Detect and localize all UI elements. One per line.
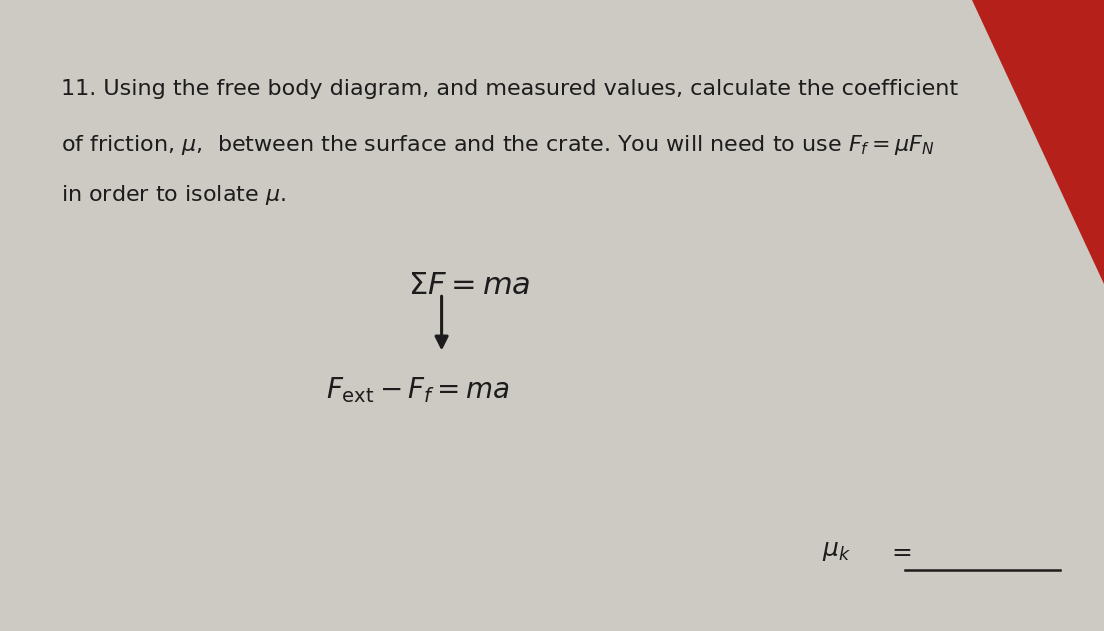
Text: of friction, $\mu$,  between the surface and the crate. You will need to use $F_: of friction, $\mu$, between the surface …: [61, 133, 934, 156]
Text: 11. Using the free body diagram, and measured values, calculate the coefficient: 11. Using the free body diagram, and mea…: [61, 79, 958, 99]
Polygon shape: [972, 0, 1104, 284]
Text: $\mu_k$: $\mu_k$: [822, 539, 851, 563]
Text: $=$: $=$: [887, 539, 912, 563]
Text: $F_{\mathrm{ext}} - F_f = ma$: $F_{\mathrm{ext}} - F_f = ma$: [326, 375, 509, 405]
Text: in order to isolate $\mu$.: in order to isolate $\mu$.: [61, 183, 286, 207]
Text: $\Sigma F = ma$: $\Sigma F = ma$: [408, 271, 531, 300]
